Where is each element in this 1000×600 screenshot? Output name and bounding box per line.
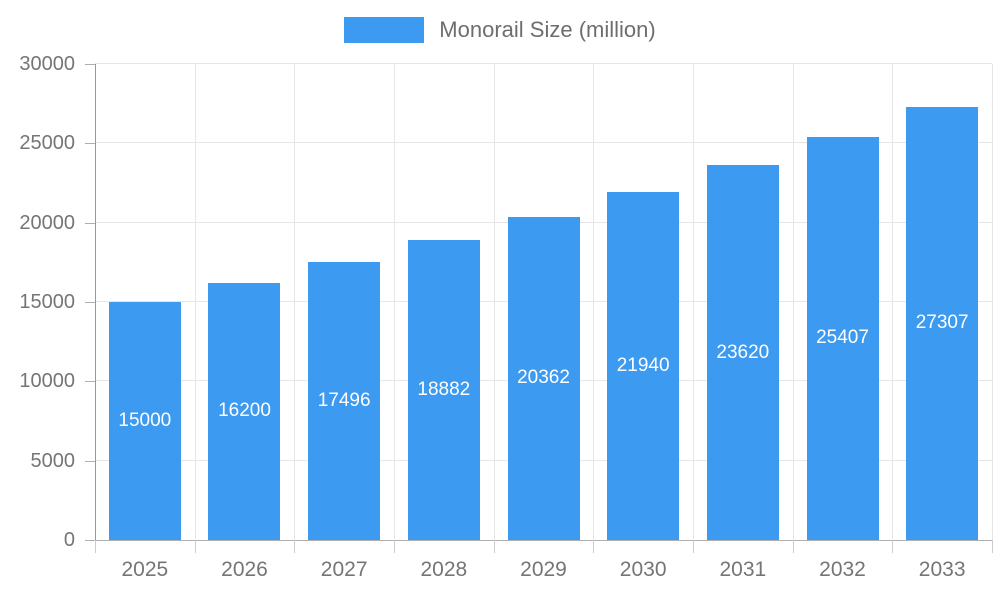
hgridline [95,142,992,144]
bar-value-label: 27307 [915,312,969,334]
bar-value-label: 16200 [218,400,271,422]
y-tick-mark [85,460,95,462]
x-tick-label-2032: 2032 [819,558,866,581]
legend-label: Monorail Size (million) [439,17,656,42]
y-tick-mark [85,302,95,303]
bar-2028[interactable]: 18882 [407,240,480,540]
vgridline [992,64,993,540]
bar-2025[interactable]: 15000 [108,302,181,540]
y-tick-mark [85,381,95,383]
x-tick-label-2031: 2031 [719,558,767,581]
x-tick-label-2027: 2027 [320,558,368,581]
y-tick-label: 0 [63,529,75,551]
legend-swatch-icon [344,17,425,43]
vgridline [294,64,296,540]
y-tick-mark [85,143,95,145]
x-tick-mark [194,540,196,553]
bar-value-label: 17496 [317,390,371,412]
bar-2031[interactable]: 23620 [706,165,779,540]
x-tick-mark [992,540,993,553]
y-tick-label: 15000 [19,291,75,313]
x-tick-mark [294,540,296,553]
y-tick-mark [85,222,95,224]
vgridline [493,64,495,540]
x-tick-mark [394,540,395,553]
y-axis-line [95,64,96,540]
bar-value-label: 15000 [118,410,172,431]
y-tick-label: 30000 [19,53,75,75]
hgridline [95,63,992,64]
y-tick-label: 25000 [19,132,75,155]
x-tick-label-2025: 2025 [121,558,169,581]
bar-value-label: 20362 [517,367,570,389]
x-tick-mark [892,540,894,553]
bar-value-label: 25407 [816,327,869,349]
y-tick-label: 10000 [19,370,75,393]
y-tick-mark [85,540,95,541]
vgridline [393,64,395,540]
vgridline [194,64,196,540]
y-tick-mark [85,64,95,65]
bar-value-label: 21940 [616,354,670,376]
bar-value-label: 18882 [417,379,471,401]
x-tick-label-2028: 2028 [420,558,468,581]
x-tick-mark [493,540,495,553]
bar-2030[interactable]: 21940 [607,191,680,540]
legend[interactable]: Monorail Size (million) [0,17,1000,43]
bar-2027[interactable]: 17496 [308,262,381,540]
x-tick-label-2030: 2030 [619,558,667,581]
vgridline [892,64,894,540]
vgridline [792,64,794,540]
x-tick-mark [693,540,694,553]
x-tick-label-2026: 2026 [221,558,268,581]
x-tick-mark [95,540,96,553]
y-tick-label: 20000 [19,211,75,234]
bar-2029[interactable]: 20362 [507,216,580,540]
bar-2032[interactable]: 25407 [806,136,879,540]
x-tick-mark [593,540,595,553]
vgridline [593,64,595,540]
bar-value-label: 23620 [716,341,770,363]
bar-2026[interactable]: 16200 [208,282,281,540]
x-axis-line [95,540,993,541]
plot-area: 15000 16200 17496 18882 20362 21940 23620 25407… [95,63,993,540]
x-tick-mark [792,540,794,553]
x-tick-label-2033: 2033 [918,558,966,581]
vgridline [692,64,694,540]
y-tick-label: 5000 [30,449,76,472]
x-tick-label-2029: 2029 [520,558,567,581]
bar-2033[interactable]: 27307 [906,106,979,540]
